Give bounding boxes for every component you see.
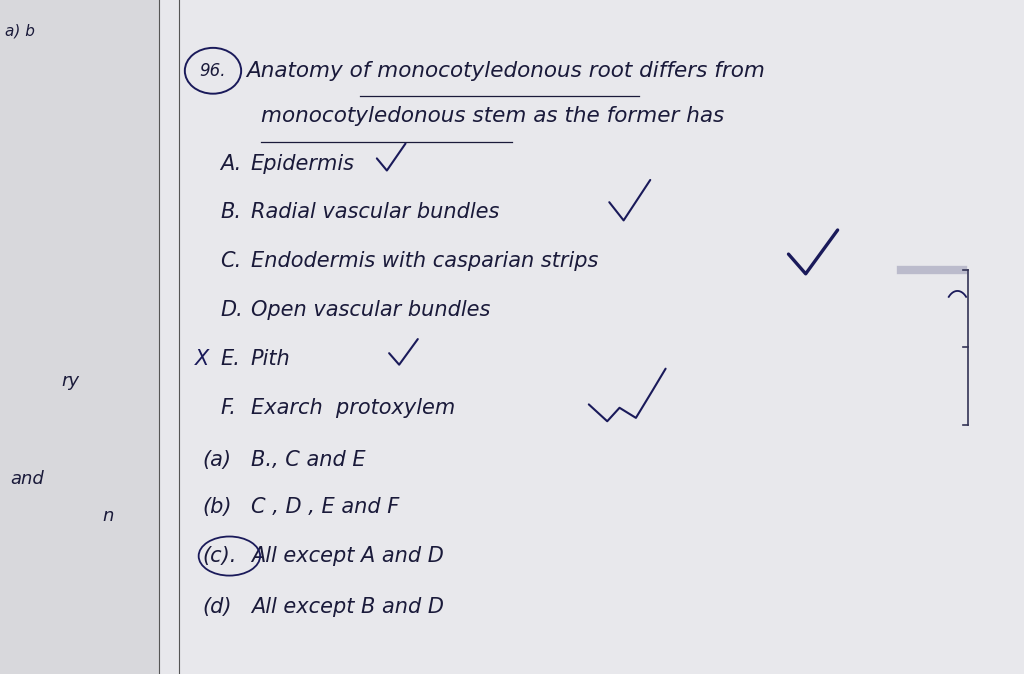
Text: D.: D. bbox=[220, 300, 243, 320]
Text: 96.: 96. bbox=[200, 62, 226, 80]
Text: F.: F. bbox=[220, 398, 237, 418]
Bar bbox=[0, 0, 159, 674]
Text: ry: ry bbox=[61, 372, 80, 390]
Text: and: and bbox=[10, 470, 44, 487]
Text: C , D , E and F: C , D , E and F bbox=[251, 497, 399, 517]
Text: Open vascular bundles: Open vascular bundles bbox=[251, 300, 490, 320]
Text: C.: C. bbox=[220, 251, 242, 271]
Text: (a): (a) bbox=[203, 450, 231, 470]
Text: Endodermis with casparian strips: Endodermis with casparian strips bbox=[251, 251, 598, 271]
Text: a) b: a) b bbox=[5, 24, 35, 38]
Text: (d): (d) bbox=[203, 596, 232, 617]
Text: (c).: (c). bbox=[203, 546, 238, 566]
Text: (b): (b) bbox=[203, 497, 232, 517]
Text: monocotyledonous stem as the former has: monocotyledonous stem as the former has bbox=[261, 106, 724, 126]
Text: E.: E. bbox=[220, 348, 240, 369]
Text: n: n bbox=[102, 507, 114, 524]
Text: Epidermis: Epidermis bbox=[251, 154, 355, 174]
Text: All except A and D: All except A and D bbox=[251, 546, 443, 566]
Text: All except B and D: All except B and D bbox=[251, 596, 443, 617]
Text: B.: B. bbox=[220, 202, 242, 222]
Text: X: X bbox=[195, 348, 209, 369]
Text: Anatomy of monocotyledonous root differs from: Anatomy of monocotyledonous root differs… bbox=[246, 61, 765, 81]
Text: Radial vascular bundles: Radial vascular bundles bbox=[251, 202, 500, 222]
Text: B., C and E: B., C and E bbox=[251, 450, 366, 470]
Text: Exarch  protoxylem: Exarch protoxylem bbox=[251, 398, 455, 418]
Text: Pith: Pith bbox=[251, 348, 291, 369]
Text: A.: A. bbox=[220, 154, 242, 174]
